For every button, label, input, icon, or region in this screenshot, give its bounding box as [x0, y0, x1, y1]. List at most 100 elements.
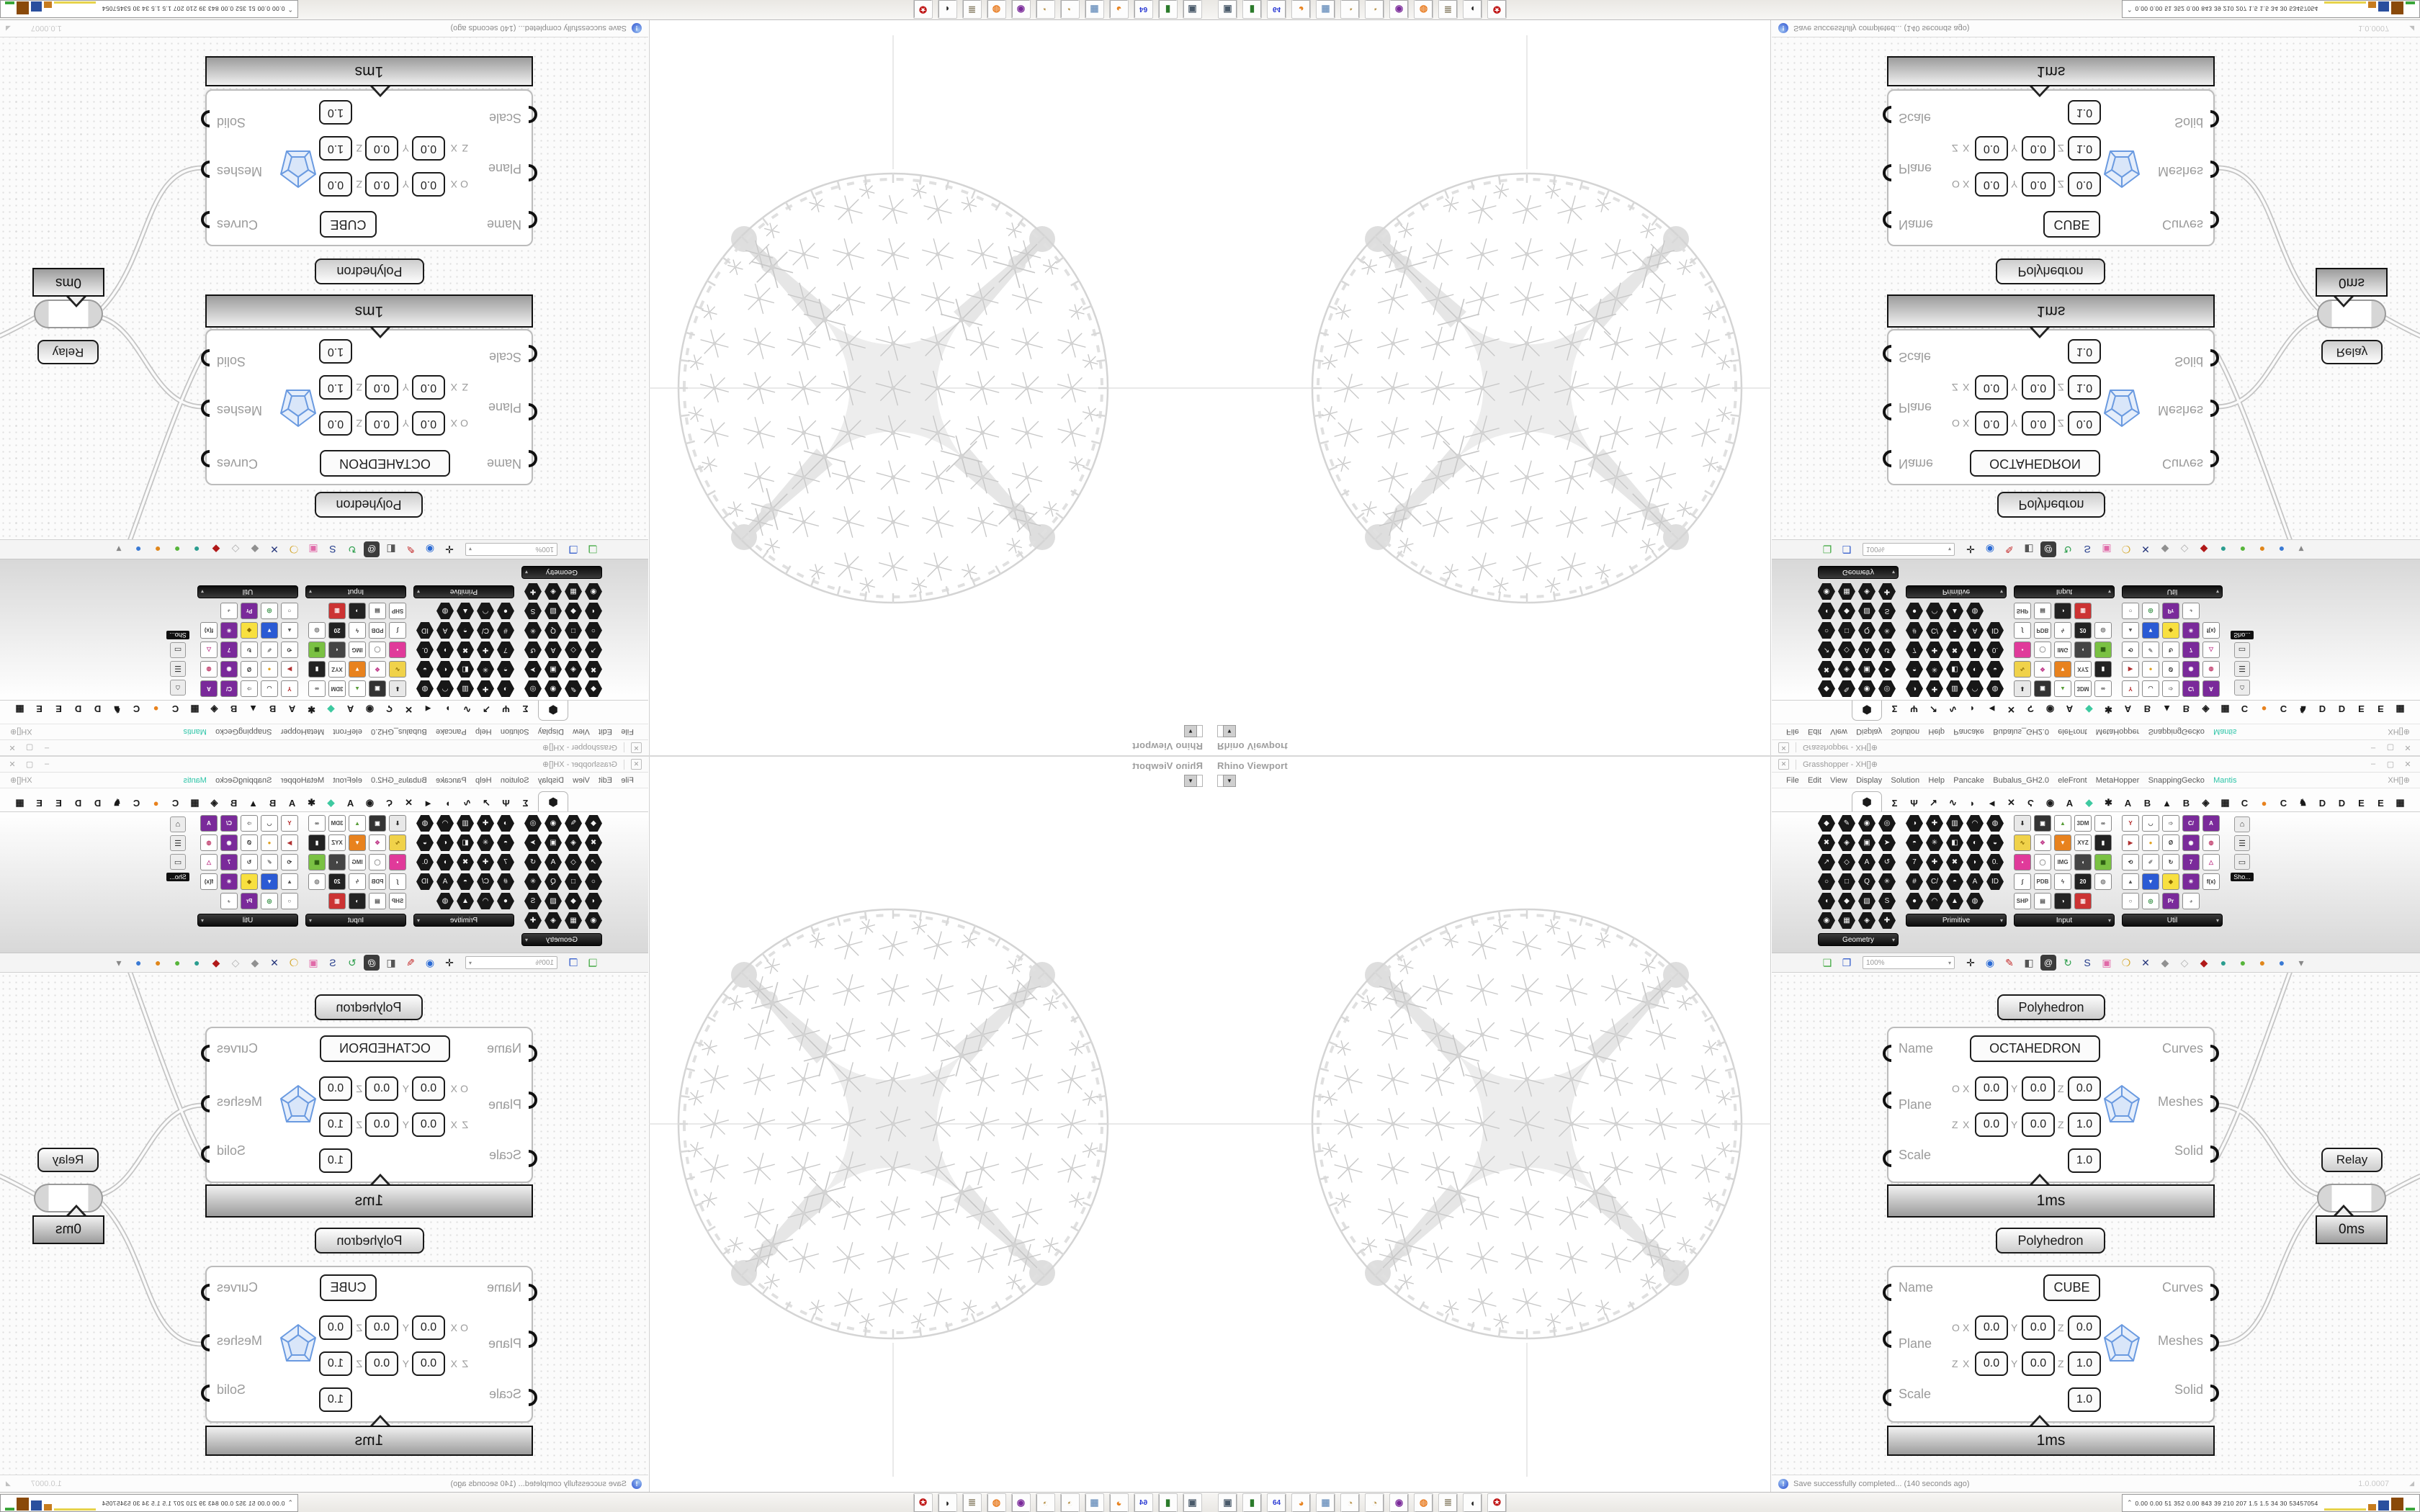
taskbar-app-paint-2[interactable]: ◔	[1036, 0, 1055, 19]
component-icon[interactable]: SHP	[389, 893, 406, 909]
component-icon[interactable]: ✳	[1878, 873, 1896, 890]
component-icon[interactable]: SHP	[2014, 893, 2031, 909]
component-icon[interactable]: ▼	[2054, 661, 2071, 678]
menu-item-elefront[interactable]: eleFront	[2058, 775, 2087, 785]
toolbar-button[interactable]: ▣	[2102, 956, 2112, 968]
tab-icon[interactable]: ↗	[1930, 704, 1937, 715]
component-icon[interactable]: ◍	[1986, 680, 2004, 697]
palette-group-label[interactable]: Input	[2014, 585, 2115, 598]
system-monitor-widget[interactable]: ⌃ 0.00 0.00 51 352 0.00 843 39 210 207 1…	[0, 0, 298, 18]
component-icon[interactable]: f(x)	[200, 622, 218, 639]
component-icon[interactable]: XYZ	[2074, 834, 2092, 851]
component-icon[interactable]: ◗	[1966, 642, 1984, 658]
tab-icon[interactable]: Ϛ	[2027, 703, 2035, 715]
input-pin-name[interactable]	[529, 1283, 537, 1302]
component-icon[interactable]: ◎	[308, 622, 326, 639]
component-icon[interactable]: ↗	[585, 642, 602, 658]
menu-item-pancake[interactable]: Pancake	[1953, 775, 1985, 785]
menu-item-snappinggecko[interactable]: SnappingGecko	[215, 727, 272, 737]
component-icon[interactable]: ∫	[389, 622, 406, 639]
tab-icon[interactable]: D	[74, 703, 82, 715]
component-icon[interactable]: ◓	[457, 622, 474, 639]
toolbar-button[interactable]: ✕	[2141, 956, 2150, 968]
component-icon[interactable]: ▤	[2034, 893, 2051, 909]
component-icon[interactable]: ◍	[416, 815, 434, 832]
tab-icon[interactable]: ◆	[2085, 704, 2093, 715]
component-icon[interactable]: ✳	[524, 622, 542, 639]
input-pin-scale[interactable]	[1883, 1149, 1891, 1168]
output-pin-curves[interactable]	[201, 1283, 210, 1302]
tab-icon[interactable]: Ϛ	[385, 797, 393, 809]
toolbar-button[interactable]: ◆	[2200, 956, 2208, 968]
toolbar-button[interactable]: ❍	[289, 544, 299, 556]
toolbar-button[interactable]: ◆	[2200, 544, 2208, 556]
component-icon[interactable]: ▤	[369, 893, 386, 909]
component-icon[interactable]: □	[1838, 873, 1855, 890]
tab-icon[interactable]: E	[36, 797, 42, 809]
maximize-button[interactable]: ▢	[25, 743, 34, 752]
output-pin-curves[interactable]	[201, 449, 210, 468]
toolbar-button[interactable]: ✎	[406, 956, 415, 968]
output-pin-solid[interactable]	[2210, 109, 2219, 128]
tab-icon[interactable]: E	[55, 797, 62, 809]
component-icon[interactable]: ◧	[1946, 661, 1963, 678]
component-icon[interactable]: ◯	[369, 854, 386, 870]
component-icon[interactable]: ◖	[328, 642, 346, 658]
component-icon[interactable]: ✚	[1926, 815, 1943, 832]
output-pin-solid[interactable]	[2210, 1145, 2219, 1164]
menu-item-file[interactable]: File	[1786, 775, 1799, 785]
tab-icon[interactable]: ◗	[1969, 797, 1976, 809]
name-value-field[interactable]: CUBE	[320, 211, 377, 238]
plane-zx-value[interactable]: 0.0	[1975, 1351, 2008, 1376]
component-icon[interactable]: ◈	[1838, 661, 1855, 678]
component-icon[interactable]: ◎	[2142, 893, 2159, 909]
component-icon[interactable]: ✐	[261, 642, 278, 658]
component-icon[interactable]: Y	[2122, 680, 2139, 697]
component-icon[interactable]: ▦	[1838, 912, 1855, 929]
output-pin-meshes[interactable]	[201, 399, 210, 418]
taskbar-app-red-emblem[interactable]: ✪	[1487, 0, 1507, 19]
taskbar-app-paint-1[interactable]: ◔	[1060, 1493, 1080, 1512]
component-icon[interactable]: ✖	[457, 642, 474, 658]
toolbar-button[interactable]: ✕	[270, 544, 279, 556]
component-icon[interactable]: ○	[585, 873, 602, 890]
component-icon[interactable]: ◎	[308, 873, 326, 890]
component-icon[interactable]: ⟲	[281, 854, 298, 870]
taskbar-app-firefox[interactable]: ◕	[1291, 0, 1311, 19]
component-icon[interactable]: ◍	[436, 603, 454, 619]
component-icon[interactable]: IMG	[2054, 642, 2071, 658]
toolbar-button[interactable]: ❐	[568, 956, 578, 968]
chevron-down-icon[interactable]: ▾	[469, 959, 472, 966]
component-icon[interactable]: ✚	[524, 912, 542, 929]
component-icon[interactable]: ✳	[524, 873, 542, 890]
component-icon[interactable]: ○	[281, 893, 298, 909]
component-icon[interactable]: ◖	[328, 854, 346, 870]
component-icon[interactable]: ◠	[436, 815, 454, 832]
toolbar-button[interactable]: ▣	[2102, 544, 2112, 556]
menu-item-help[interactable]: Help	[1928, 727, 1945, 737]
toolbar-button[interactable]: ◉	[1985, 956, 1995, 968]
input-pin-scale[interactable]	[529, 105, 537, 124]
plane-zy-value[interactable]: 0.0	[2022, 375, 2055, 400]
palette-group-label[interactable]: Geometry	[521, 566, 602, 579]
component-icon[interactable]: ◇	[565, 854, 582, 870]
component-icon[interactable]: ◍	[436, 893, 454, 909]
component-icon[interactable]: ◆	[1818, 815, 1835, 832]
taskbar-app-display-settings[interactable]: ▣	[1218, 1493, 1237, 1512]
taskbar-app-fox-bw[interactable]: ◖	[1463, 1493, 1482, 1512]
tab-icon[interactable]: ✱	[2105, 797, 2112, 808]
taskbar-app-calculator[interactable]: ▦	[1085, 1493, 1104, 1512]
component-icon[interactable]: ○	[2122, 603, 2139, 619]
component-icon[interactable]: ✐	[261, 854, 278, 870]
component-icon[interactable]: ◎	[524, 680, 542, 697]
component-icon[interactable]: ◠	[477, 603, 494, 619]
tab-icon[interactable]: D	[74, 797, 82, 809]
polyhedron-component-cube[interactable]: Name Plane Scale Curves Meshes Solid CUB…	[205, 1266, 533, 1423]
component-icon[interactable]: ⬇	[389, 815, 406, 832]
menu-item-metahopper[interactable]: MetaHopper	[2095, 775, 2140, 785]
component-icon[interactable]: 20	[328, 622, 346, 639]
toolbar-button[interactable]: ❍	[2121, 956, 2131, 968]
component-icon[interactable]: ◉	[1858, 815, 1876, 832]
component-icon[interactable]: □	[565, 873, 582, 890]
tab-icon[interactable]: ↗	[483, 797, 490, 808]
